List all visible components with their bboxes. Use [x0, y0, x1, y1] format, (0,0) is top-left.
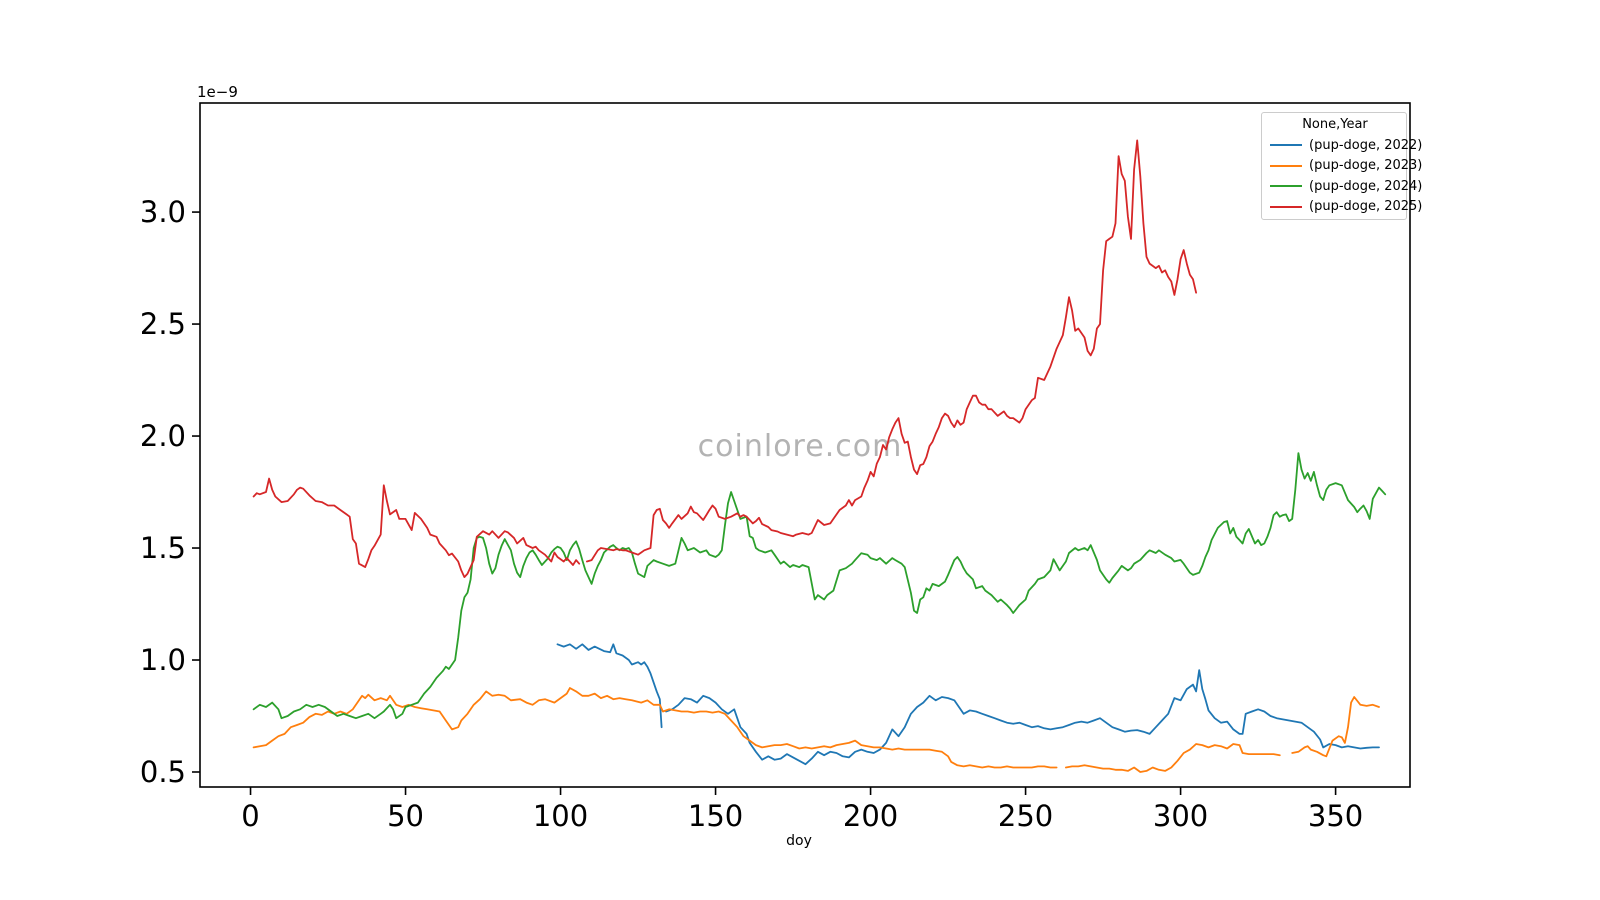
legend-entry: (pup-doge, 2025) — [1270, 197, 1422, 218]
x-tick-label: 50 — [387, 799, 424, 833]
series-line-2023 — [252, 687, 1380, 773]
legend-title: None,Year — [1302, 117, 1368, 132]
legend-line-swatch — [1270, 185, 1302, 188]
y-axis-offset-label: 1e−9 — [197, 83, 238, 101]
legend-label: (pup-doge, 2024) — [1309, 178, 1423, 194]
y-tick-label: 2.5 — [140, 307, 186, 341]
y-tick-label: 2.0 — [140, 419, 186, 453]
y-tick-label: 1.5 — [140, 531, 186, 565]
x-tick-label: 200 — [843, 799, 898, 833]
x-tick-label: 0 — [241, 799, 259, 833]
series-layer — [252, 139, 1387, 773]
axis-spines — [199, 102, 1411, 788]
y-tick-label: 3.0 — [140, 195, 186, 229]
series-line-2022 — [556, 643, 1380, 766]
x-tick-label: 150 — [688, 799, 743, 833]
legend-line-swatch — [1270, 144, 1302, 147]
axes-layer: 0 50 100 150 200 250 300 350 0.5 1.0 1.5 2.0 2.5 3.0 — [140, 102, 1411, 833]
legend-label: (pup-doge, 2025) — [1309, 199, 1423, 215]
legend-label: (pup-doge, 2022) — [1309, 137, 1423, 153]
x-tick-label: 300 — [1153, 799, 1208, 833]
legend-line-swatch — [1270, 164, 1302, 167]
watermark: coinlore.com — [698, 429, 903, 464]
legend-line-swatch — [1270, 205, 1302, 208]
series-line-2024 — [252, 452, 1387, 720]
series-line-2025 — [252, 139, 1197, 578]
legend-entry: (pup-doge, 2023) — [1270, 156, 1422, 177]
x-tick-label: 250 — [998, 799, 1053, 833]
legend-entries: (pup-doge, 2022) (pup-doge, 2023) (pup-dog… — [1270, 135, 1422, 218]
x-axis-label: doy — [786, 833, 812, 849]
x-tick-label: 350 — [1308, 799, 1363, 833]
legend-entry: (pup-doge, 2022) — [1270, 135, 1422, 156]
y-tick-label: 0.5 — [140, 755, 186, 789]
legend: None,Year (pup-doge, 2022) (pup-doge, 202… — [1261, 112, 1422, 220]
x-tick-label: 100 — [533, 799, 588, 833]
legend-label: (pup-doge, 2023) — [1309, 158, 1423, 174]
y-tick-label: 1.0 — [140, 643, 186, 677]
legend-entry: (pup-doge, 2024) — [1270, 176, 1422, 197]
